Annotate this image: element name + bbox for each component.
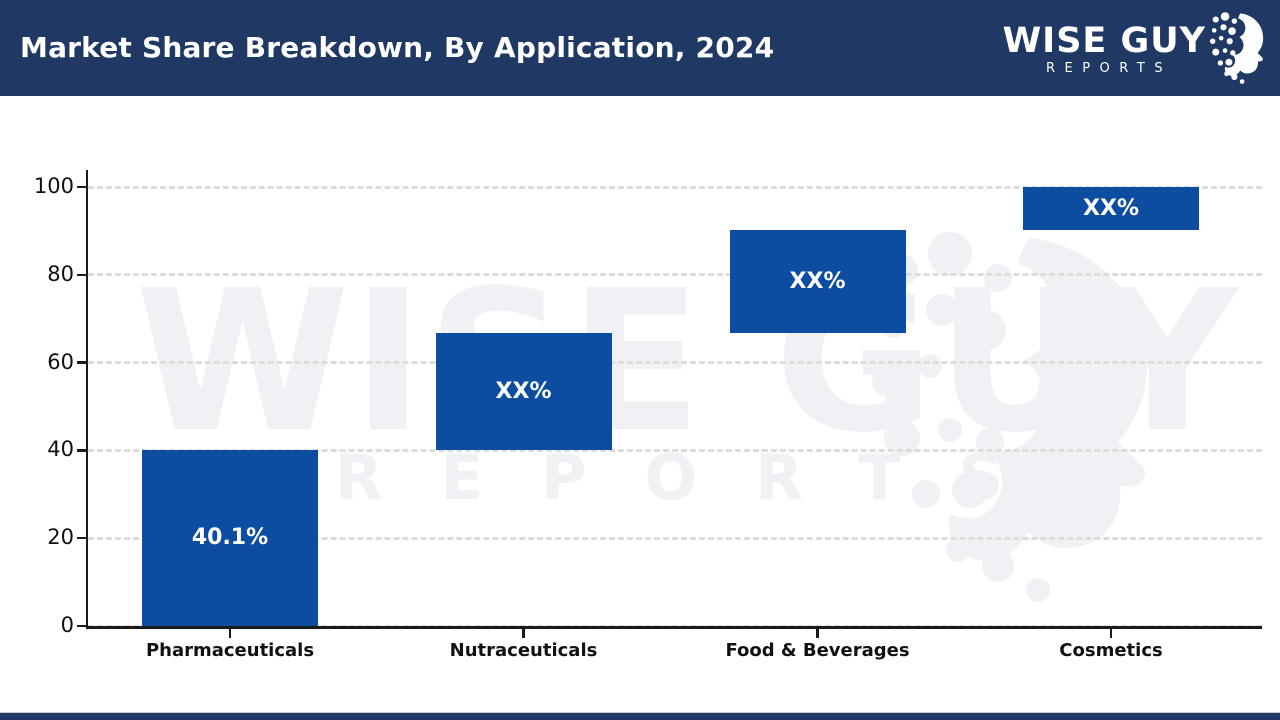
gridline [88,361,1262,365]
y-tick-label: 40 [47,437,74,462]
bar-value-label: XX% [495,379,552,405]
bar-cosmetics: XX% [1023,187,1199,231]
bar-nutraceuticals: XX% [435,333,612,450]
x-tick-mark [522,629,525,638]
y-tick-label: 0 [60,613,74,637]
logo-wordmark: WISE GUY [1002,20,1206,61]
bar-value-label: XX% [1083,196,1139,221]
gridline [88,273,1262,277]
wise-guy-reports-logo: WISE GUY REPORTS [1003,8,1270,90]
x-category-label: Pharmaceuticals [145,640,315,661]
y-axis [85,170,88,629]
gridline [88,185,1262,189]
x-tick-mark [1109,629,1113,638]
bar-value-label: XX% [789,269,846,295]
y-tick-label: 80 [47,261,74,286]
x-axis [85,626,1262,629]
bar-value-label: 40.1% [191,525,269,551]
header-band: Market Share Breakdown, By Application, … [0,0,1280,96]
x-category-label: Cosmetics [1059,640,1163,661]
y-tick-label: 60 [47,349,74,374]
gridline [88,536,1262,540]
x-category-label: Nutraceuticals [449,640,598,661]
y-tick-mark [77,624,88,628]
logo-subtitle: REPORTS [1045,60,1173,76]
x-tick-mark [228,629,232,638]
bar-food-beverages: XX% [729,230,906,334]
y-tick-label: 100 [33,174,74,198]
y-tick-mark [77,449,88,452]
page-title: Market Share Breakdown, By Application, … [20,31,775,64]
x-category-label: Food & Beverages [725,640,910,661]
x-tick-mark [816,629,819,638]
bar-pharmaceuticals: 40.1% [142,449,318,626]
y-tick-mark [77,361,88,364]
y-tick-mark [77,536,88,540]
footer-divider [0,712,1280,713]
logo-text: WISE GUY REPORTS [1003,22,1206,77]
footer-band [0,713,1280,720]
y-tick-mark [77,185,88,189]
y-tick-mark [77,273,88,277]
y-tick-label: 20 [47,525,74,550]
gridline [88,448,1262,452]
